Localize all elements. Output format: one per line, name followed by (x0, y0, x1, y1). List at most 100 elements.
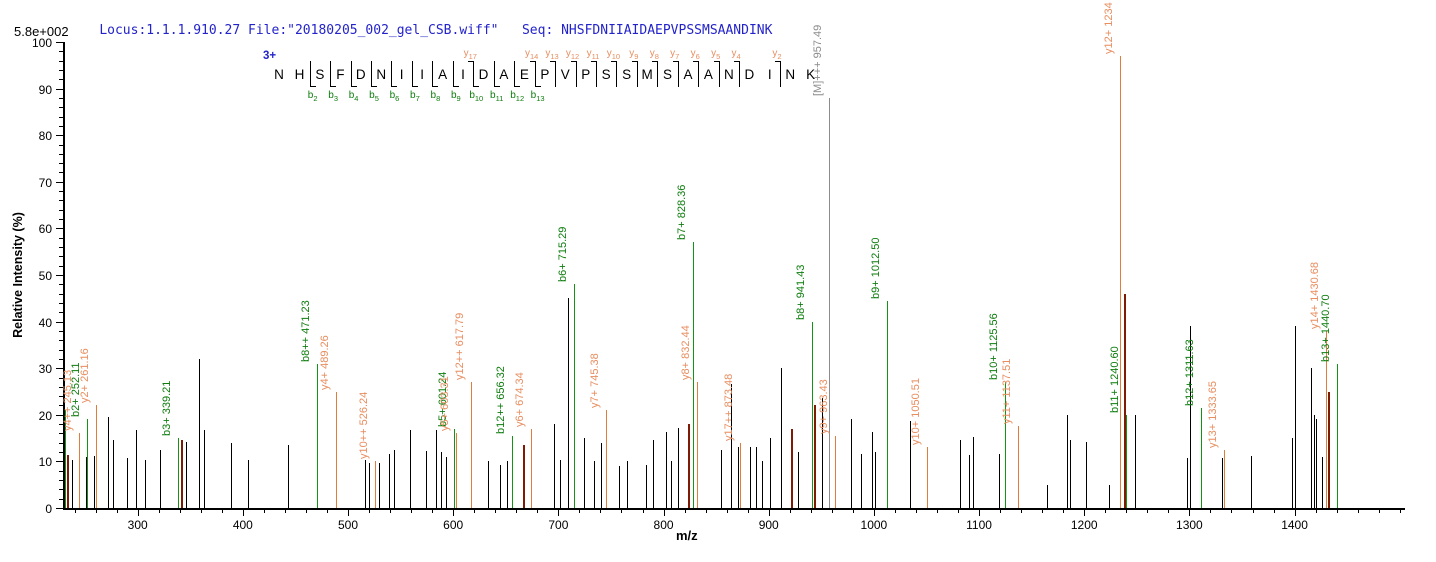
spectrum-peak (204, 430, 206, 508)
y-major-tick (56, 368, 63, 370)
sequence-residue: A (683, 67, 693, 82)
x-major-tick (348, 509, 350, 516)
x-tick-label: 900 (758, 518, 779, 532)
b-ion-label: b8++ 471.23 (300, 299, 313, 362)
x-minor-tick (474, 509, 476, 513)
x-minor-tick (495, 509, 497, 513)
sequence-residue: V (560, 67, 570, 82)
spectrum-peak (959, 439, 961, 508)
x-minor-tick (1063, 509, 1065, 513)
y-fragment-hook (713, 61, 719, 62)
spectrum-peak (998, 453, 1000, 508)
spectrum-peak (365, 460, 367, 508)
sequence-residue: S (315, 67, 325, 82)
sequence-residue: A (438, 67, 448, 82)
y-minor-tick (59, 247, 63, 249)
fragment-divider (514, 61, 516, 87)
x-minor-tick (1042, 509, 1044, 513)
spectrum-peak (910, 420, 912, 508)
y-ion-label: y10++ 526.24 (358, 392, 371, 460)
x-major-tick (979, 509, 981, 516)
spectrum-peak (500, 464, 502, 508)
fragment-divider (452, 61, 454, 87)
fragment-divider (636, 61, 638, 87)
y-ion-label: y10+ 1050.51 (909, 378, 922, 446)
spectrum-peak (388, 454, 390, 508)
y-ion-peak (605, 410, 607, 508)
y-minor-tick (59, 340, 63, 342)
sequence-residue: S (622, 67, 632, 82)
x-tick-label: 800 (653, 518, 674, 532)
x-minor-tick (1210, 509, 1212, 513)
b-ion-peak (692, 242, 694, 508)
spectrum-peak (618, 466, 620, 508)
spectrum-peak (973, 437, 975, 508)
y-ion-label: y12+ 1234 (1103, 2, 1116, 54)
x-minor-tick (684, 509, 686, 513)
y-major-tick (56, 228, 63, 230)
fragment-divider (555, 61, 557, 87)
b-ion-peak (1336, 363, 1338, 508)
spectrum-peak (627, 461, 629, 508)
b-ion-label: b12+ 1311.63 (1184, 339, 1197, 406)
spectrum-peak (851, 419, 853, 508)
fragment-divider (473, 61, 475, 87)
b-fragment-hook (433, 86, 439, 87)
y-minor-tick (59, 424, 63, 426)
y-major-tick (56, 181, 63, 183)
y-ion-peak (96, 405, 98, 508)
fragment-divider (411, 61, 413, 87)
x-minor-tick (1252, 509, 1254, 513)
spectrum-peak (71, 460, 73, 508)
fragment-divider (616, 61, 618, 87)
y-fragment-hook (529, 61, 535, 62)
x-minor-tick (726, 509, 728, 513)
spectrum-peak (688, 424, 691, 508)
spectrum-peak (750, 447, 752, 508)
y-minor-tick (59, 256, 63, 258)
y-major-tick (56, 508, 63, 509)
spectrum-peak (671, 461, 673, 508)
spectrum-peak (1186, 458, 1188, 508)
b-ion-peak (1201, 407, 1203, 508)
sequence-residue: S (663, 67, 673, 82)
b-ion-marker: b8 (430, 90, 441, 103)
y-ion-peak (79, 433, 81, 508)
x-minor-tick (200, 509, 202, 513)
sequence-residue: N (724, 67, 734, 82)
b-ion-marker: b11 (490, 90, 504, 103)
x-major-tick (1294, 509, 1296, 516)
sequence-text: NHSFDNIIAIDAEPVPSSMSAANDINK (561, 23, 773, 38)
spectrum-peak (1085, 441, 1087, 508)
b-fragment-hook (310, 86, 316, 87)
fragment-divider (493, 61, 495, 87)
spectrum-peak (66, 454, 69, 508)
spectrum-peak (791, 428, 794, 508)
spectrum-peak (666, 432, 668, 508)
x-minor-tick (1126, 509, 1128, 513)
spectrum-peak (720, 450, 722, 508)
spectrum-peak (1291, 438, 1293, 508)
spectrum-peak (652, 439, 654, 508)
y-minor-tick (59, 69, 63, 71)
y-minor-tick (59, 312, 63, 314)
x-minor-tick (432, 509, 434, 513)
spectrum-peak (393, 450, 395, 508)
y-fragment-hook (590, 61, 596, 62)
y-minor-tick (59, 396, 63, 398)
y-ion-marker: y7 (670, 48, 680, 61)
fragment-divider (371, 61, 373, 87)
y-axis-line (63, 42, 65, 508)
spectrum-peak (821, 398, 823, 508)
y-ion-marker: y11 (586, 48, 600, 61)
x-major-tick (768, 509, 770, 516)
b-ion-peak (886, 300, 888, 508)
x-minor-tick (852, 509, 854, 513)
b-ion-marker: b6 (389, 90, 400, 103)
sequence-residue: A (499, 67, 509, 82)
y-ion-peak (834, 435, 836, 508)
spectrum-peak (230, 442, 232, 508)
sequence-residue: P (581, 67, 591, 82)
y-tick-label: 0 (45, 502, 52, 516)
